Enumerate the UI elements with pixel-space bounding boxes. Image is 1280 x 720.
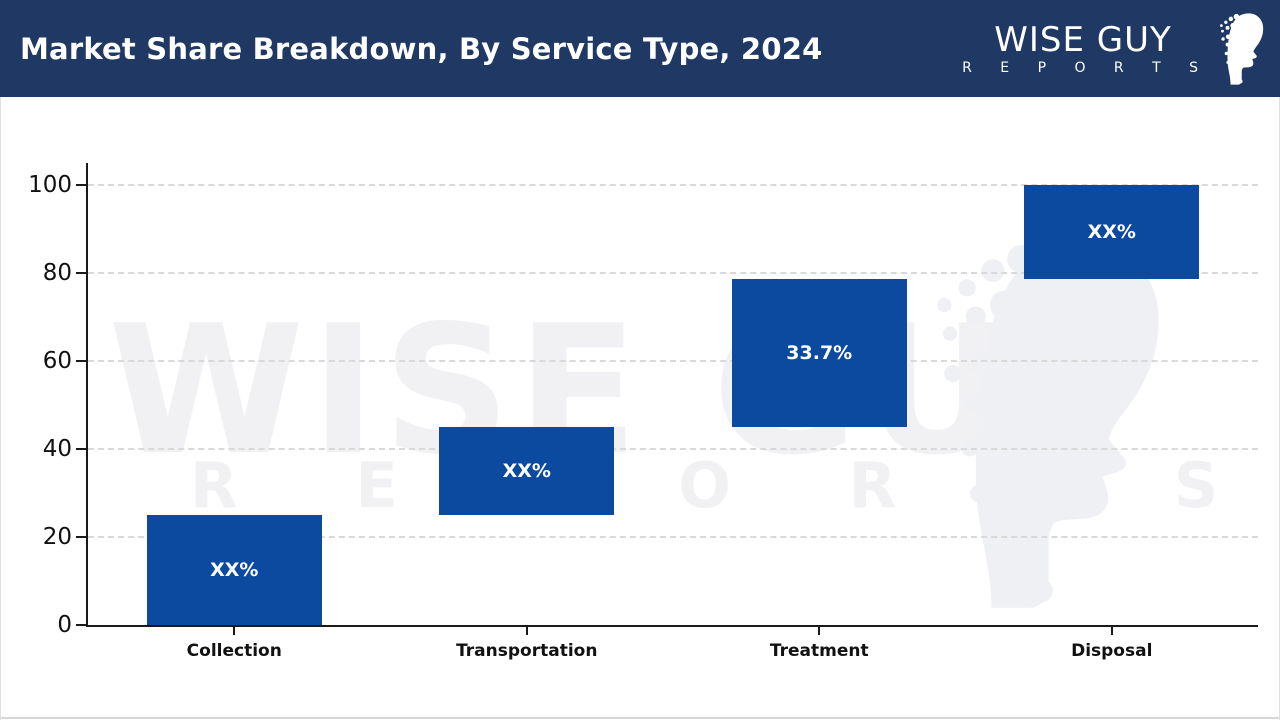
- logo-face-icon: [1219, 12, 1264, 85]
- gridline: [88, 536, 1258, 538]
- x-axis-label: Treatment: [769, 641, 869, 661]
- bar-value-label: XX%: [1087, 220, 1136, 243]
- y-tick-label: 60: [42, 348, 72, 374]
- y-tick-label: 0: [57, 612, 72, 638]
- bar-disposal: XX%: [1024, 185, 1200, 279]
- x-axis-label: Transportation: [456, 641, 598, 661]
- x-tick-mark: [818, 627, 821, 635]
- gridline: [88, 448, 1258, 450]
- gridline: [88, 360, 1258, 362]
- y-tick-mark: [76, 448, 86, 450]
- logo-wordmark: WISE GUY R E P O R T S: [956, 22, 1210, 76]
- bar-value-label: XX%: [210, 559, 259, 581]
- y-tick-mark: [76, 184, 86, 186]
- y-tick-mark: [76, 360, 86, 362]
- y-tick-mark: [76, 536, 86, 538]
- watermark-face-icon: [937, 242, 1159, 608]
- header-bar: Market Share Breakdown, By Service Type,…: [0, 0, 1280, 97]
- wiseguy-logo: WISE GUY R E P O R T S: [956, 0, 1270, 97]
- x-axis-line: [86, 625, 1258, 627]
- plot-area: 0 20 40 60 80 100 Collection XX% Transportation X…: [0, 97, 1280, 720]
- x-tick-mark: [233, 627, 236, 635]
- gridline: [88, 184, 1258, 186]
- bar-transportation: XX%: [439, 427, 615, 515]
- y-tick-label: 80: [42, 260, 72, 286]
- chart-area: WISE GUY R E P O R T S 0 20 40 60 80 100 Colle…: [0, 97, 1280, 720]
- left-border: [0, 97, 1, 720]
- bar-value-label: XX%: [502, 460, 551, 482]
- y-axis-line: [86, 163, 88, 627]
- x-axis-label: Collection: [186, 641, 282, 661]
- bottom-border: [0, 717, 1280, 719]
- y-tick-label: 20: [42, 524, 72, 550]
- y-tick-mark: [76, 624, 86, 626]
- y-tick-label: 100: [28, 172, 72, 198]
- y-tick-label: 40: [42, 436, 72, 462]
- bar-treatment: 33.7%: [731, 278, 907, 427]
- logo-wordmark-line1: WISE GUY: [994, 19, 1172, 60]
- bar-value-label: 33.7%: [786, 341, 853, 364]
- bar-collection: XX%: [146, 515, 322, 625]
- x-axis-label: Disposal: [1071, 641, 1153, 661]
- x-tick-mark: [525, 627, 528, 635]
- logo-wordmark-line2: R E P O R T S: [962, 59, 1210, 76]
- y-tick-mark: [76, 272, 86, 274]
- gridline: [88, 272, 1258, 274]
- x-tick-mark: [1110, 627, 1113, 635]
- page-title: Market Share Breakdown, By Service Type,…: [20, 31, 823, 66]
